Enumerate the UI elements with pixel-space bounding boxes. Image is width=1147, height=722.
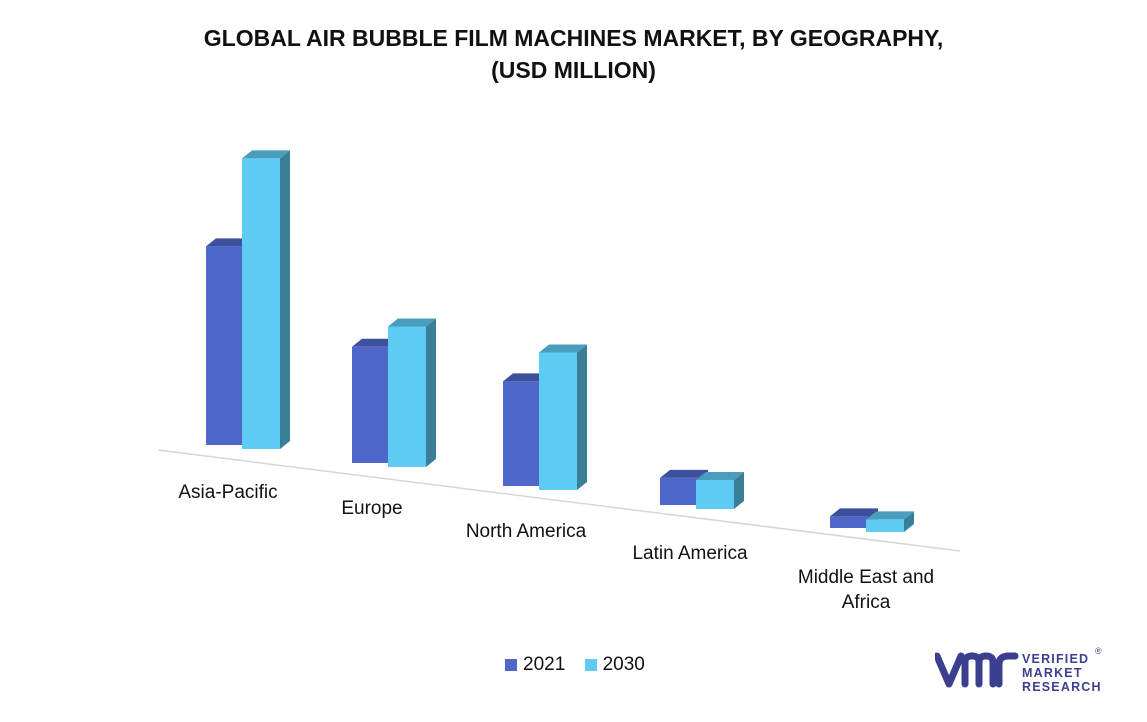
chart-title-line-1: GLOBAL AIR BUBBLE FILM MACHINES MARKET, … — [203, 25, 944, 51]
bar-top-face — [660, 469, 708, 478]
bar-group-2 — [503, 344, 587, 490]
bar-side-face — [280, 150, 290, 449]
bar-top-face — [866, 511, 914, 520]
bar-group-0 — [206, 150, 290, 449]
bar-2030-3 — [696, 471, 744, 509]
bar-2030-1 — [388, 318, 436, 467]
category-label-4: Middle East and Africa — [798, 567, 934, 613]
logo-line-1: VERIFIED — [1022, 652, 1090, 666]
bar-side-face — [577, 344, 587, 490]
bar-front-face — [206, 246, 244, 445]
bar-front-face — [696, 479, 734, 509]
bars-group — [206, 150, 914, 532]
bar-side-face — [904, 511, 914, 532]
bar-2021-4 — [830, 508, 878, 528]
bar-front-face — [242, 158, 280, 449]
bar-side-face — [426, 318, 436, 467]
legend-swatch-2021 — [505, 659, 517, 671]
bar-front-face — [352, 346, 390, 463]
logo-line-2: MARKET — [1022, 666, 1083, 680]
bar-side-face — [734, 471, 744, 509]
chart-title-line-2: (USD MILLION) — [491, 57, 656, 83]
bar-front-face — [660, 477, 698, 505]
bar-2030-2 — [539, 344, 587, 490]
bar-2030-4 — [866, 511, 914, 532]
legend-label-2021: 2021 — [523, 654, 566, 675]
category-label-1: Europe — [341, 498, 402, 519]
bar-top-face — [242, 150, 290, 159]
bar-top-face — [696, 471, 744, 480]
legend-swatch-2030 — [584, 659, 597, 671]
bar-front-face — [830, 516, 868, 528]
bar-group-4 — [830, 508, 914, 532]
legend-item-2030: 2030 — [584, 654, 645, 676]
bar-top-face — [388, 318, 436, 327]
chart-floor-line — [157, 449, 961, 552]
bar-2030-0 — [242, 150, 290, 449]
bar-front-face — [539, 352, 577, 490]
bar-group-3 — [660, 469, 744, 509]
bar-front-face — [388, 326, 426, 467]
category-label-3: Latin America — [632, 543, 748, 564]
bar-front-face — [866, 519, 904, 532]
bar-group-1 — [352, 318, 436, 467]
category-labels: Asia-Pacific Europe North America Latin Ame… — [178, 482, 934, 613]
category-label-2: North America — [466, 521, 587, 542]
verified-market-research-logo: VERIFIED MARKET RESEARCH ® — [933, 646, 1135, 696]
registered-mark: ® — [1095, 646, 1102, 656]
bar-top-face — [539, 344, 587, 353]
bar-front-face — [503, 381, 541, 486]
bar-top-face — [830, 508, 878, 517]
logo-text: VERIFIED MARKET RESEARCH — [1022, 652, 1102, 694]
legend-item-2021: 2021 — [505, 654, 565, 676]
vmr-logo-icon — [933, 652, 1019, 688]
category-label-0: Asia-Pacific — [178, 482, 277, 503]
logo-line-3: RESEARCH — [1022, 680, 1102, 694]
legend: 2021 2030 — [505, 654, 659, 677]
chart-title: GLOBAL AIR BUBBLE FILM MACHINES MARKET, … — [0, 22, 1147, 86]
legend-label-2030: 2030 — [602, 654, 645, 675]
